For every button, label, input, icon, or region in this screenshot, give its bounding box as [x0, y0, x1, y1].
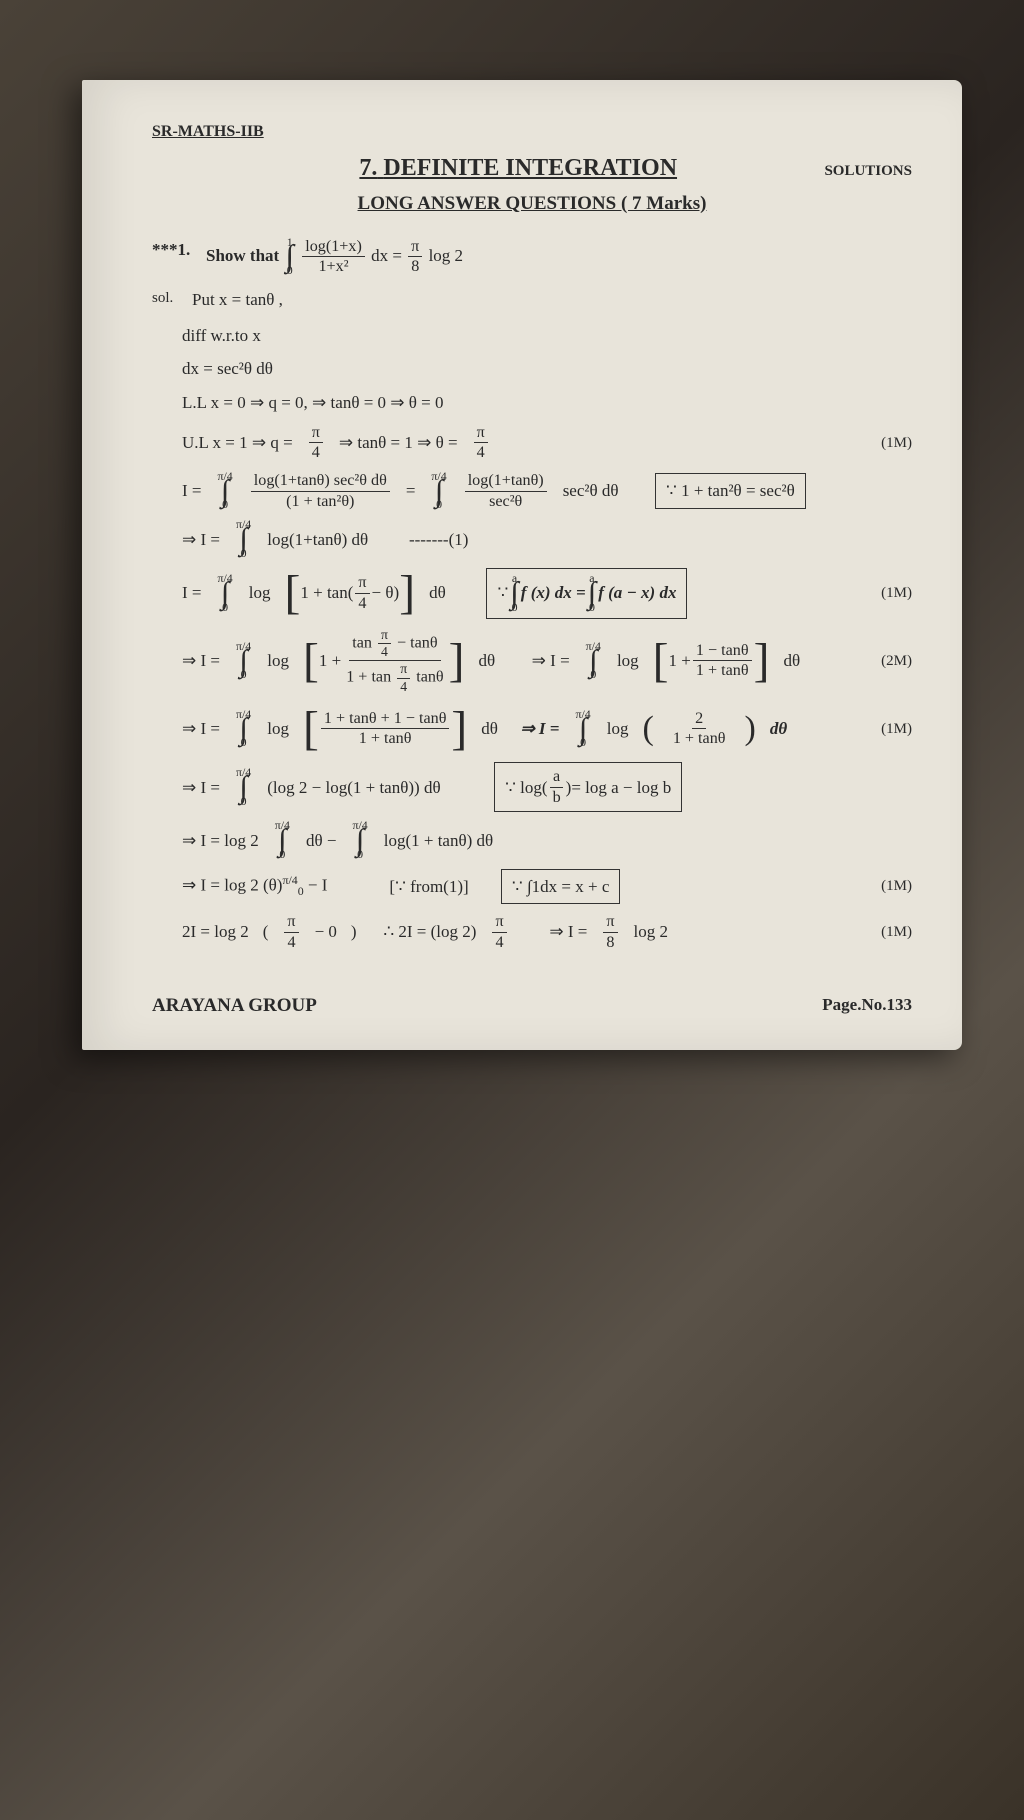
question-number: ***1.: [152, 237, 196, 278]
section-subheading: LONG ANSWER QUESTIONS ( 7 Marks): [152, 190, 912, 219]
chapter-title: 7. DEFINITE INTEGRATION: [212, 150, 824, 186]
step: 2I = log 2 (π4 − 0) ∴ 2I = (log 2) π4 ⇒ …: [182, 912, 912, 952]
step: ⇒ I = log 2 π/4∫0 dθ − π/4∫0 log(1 + tan…: [182, 820, 912, 861]
mark-badge: (1M): [881, 582, 912, 605]
step: ⇒ I = log 2 (θ)π/40 − I [∵ from(1)] ∵ ∫1…: [182, 869, 912, 905]
chapter-header: 7. DEFINITE INTEGRATION SOLUTIONS: [152, 150, 912, 186]
subject-code: SR-MATHS-IIB: [152, 120, 912, 144]
step: L.L x = 0 ⇒ q = 0, ⇒ tanθ = 0 ⇒ θ = 0: [182, 390, 912, 416]
step: I = π/4∫0 log(1+tanθ) sec²θ dθ (1 + tan²…: [182, 471, 912, 512]
question-text: Show that 1 ∫ 0 log(1+x) 1+x² dx = π 8 l…: [206, 237, 463, 278]
integral-rule-box: ∵ ∫1dx = x + c: [501, 869, 620, 905]
step: diff w.r.to x: [182, 323, 912, 349]
step: ⇒ I = π/4∫0 (log 2 − log(1 + tanθ)) dθ ∵…: [182, 762, 912, 812]
publisher: ARAYANA GROUP: [152, 992, 317, 1021]
step: U.L x = 1 ⇒ q = π4 ⇒ tanθ = 1 ⇒ θ = π4 (…: [182, 423, 912, 463]
mark-badge: (1M): [881, 921, 912, 944]
mark-badge: (1M): [881, 875, 912, 898]
mark-badge: (1M): [881, 432, 912, 455]
page-number: Page.No.133: [822, 992, 912, 1021]
step: dx = sec²θ dθ: [182, 356, 912, 382]
textbook-page: SR-MATHS-IIB 7. DEFINITE INTEGRATION SOL…: [82, 80, 962, 1050]
mark-badge: (1M): [881, 718, 912, 741]
integral-icon: 1 ∫ 0: [285, 237, 293, 278]
page-footer: ARAYANA GROUP Page.No.133: [152, 992, 912, 1021]
step: ⇒ I = π/4∫0 log(1+tanθ) dθ -------(1): [182, 519, 912, 560]
question-1: ***1. Show that 1 ∫ 0 log(1+x) 1+x² dx =…: [152, 237, 912, 278]
solution-start: sol. Put x = tanθ ,: [152, 287, 912, 313]
step: ⇒ I = π/4∫0 log 1 + tan π4 − tanθ 1 + ta…: [182, 627, 912, 696]
identity-box: ∵ 1 + tan²θ = sec²θ: [655, 473, 806, 509]
fraction: log(1+x) 1+x²: [302, 237, 365, 277]
property-box: ∵ a∫0 f (x) dx = a∫0 f (a − x) dx: [486, 568, 687, 619]
solutions-label: SOLUTIONS: [824, 160, 912, 183]
step: ⇒ I = π/4∫0 log 1 + tanθ + 1 − tanθ 1 + …: [182, 703, 912, 754]
step: I = π/4∫0 log 1 + tan (π4 − θ) dθ ∵ a∫0 …: [182, 568, 912, 619]
mark-badge: (2M): [881, 650, 912, 673]
log-property-box: ∵ log (ab) = log a − log b: [494, 762, 682, 812]
